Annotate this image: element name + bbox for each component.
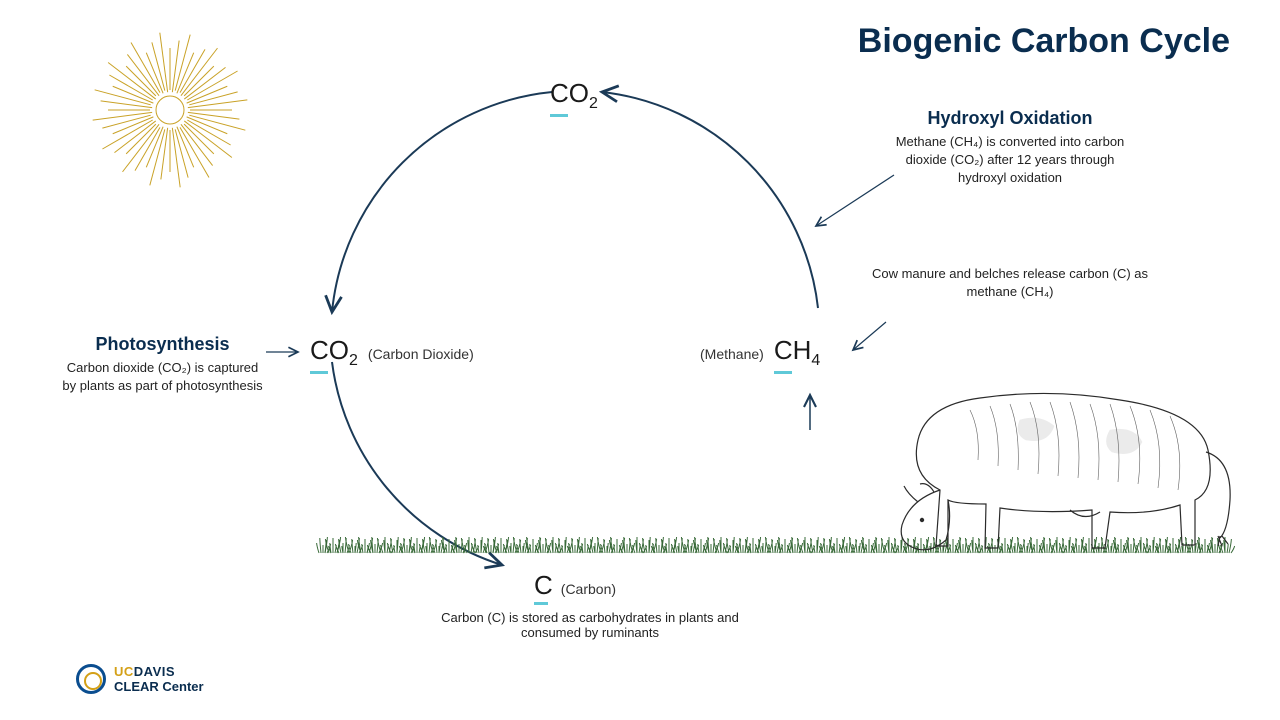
node-co2-left-label: (Carbon Dioxide) xyxy=(368,346,474,362)
diagram-title: Biogenic Carbon Cycle xyxy=(858,22,1230,61)
annotation-hydroxyl-body: Methane (CH₄) is converted into carbon d… xyxy=(880,133,1140,188)
annotation-carbon: Carbon (C) is stored as carbohydrates in… xyxy=(440,610,740,640)
annotation-cow-body: Cow manure and belches release carbon (C… xyxy=(870,265,1150,301)
node-co2-left: CO2 (Carbon Dioxide) xyxy=(310,335,474,374)
logo-line2: CLEAR Center xyxy=(114,679,204,694)
node-ch4-formula: CH4 xyxy=(774,335,820,365)
annotation-carbon-body: Carbon (C) is stored as carbohydrates in… xyxy=(440,610,740,640)
logo-ring-icon xyxy=(76,664,106,694)
cow-illustration xyxy=(901,393,1230,549)
underline-icon xyxy=(310,371,328,374)
annotation-photosynthesis-body: Carbon dioxide (CO₂) is captured by plan… xyxy=(60,359,265,395)
node-c-label: (Carbon) xyxy=(561,581,616,597)
annotation-hydroxyl: Hydroxyl Oxidation Methane (CH₄) is conv… xyxy=(880,108,1140,188)
logo-uc: UC xyxy=(114,664,134,679)
node-co2-top-formula: CO2 xyxy=(550,78,598,108)
annotation-hydroxyl-heading: Hydroxyl Oxidation xyxy=(880,108,1140,129)
node-c-bottom: C (Carbon) xyxy=(534,570,616,605)
underline-icon xyxy=(534,602,548,605)
underline-icon xyxy=(550,114,568,117)
underline-icon xyxy=(774,371,792,374)
sun-icon xyxy=(90,30,250,190)
annotation-photosynthesis: Photosynthesis Carbon dioxide (CO₂) is c… xyxy=(60,334,265,395)
node-ch4-label: (Methane) xyxy=(700,346,764,362)
logo-davis: DAVIS xyxy=(134,664,175,679)
node-co2-top: CO2 xyxy=(550,78,598,117)
node-ch4-right: (Methane) CH4 xyxy=(700,335,820,374)
annotation-cow: Cow manure and belches release carbon (C… xyxy=(870,265,1150,301)
node-c-formula: C xyxy=(534,570,553,600)
ucdavis-clear-logo: UCDAVIS CLEAR Center xyxy=(76,664,204,694)
logo-line1: UCDAVIS xyxy=(114,664,204,679)
annotation-photosynthesis-heading: Photosynthesis xyxy=(60,334,265,355)
node-co2-left-formula: CO2 xyxy=(310,335,358,365)
